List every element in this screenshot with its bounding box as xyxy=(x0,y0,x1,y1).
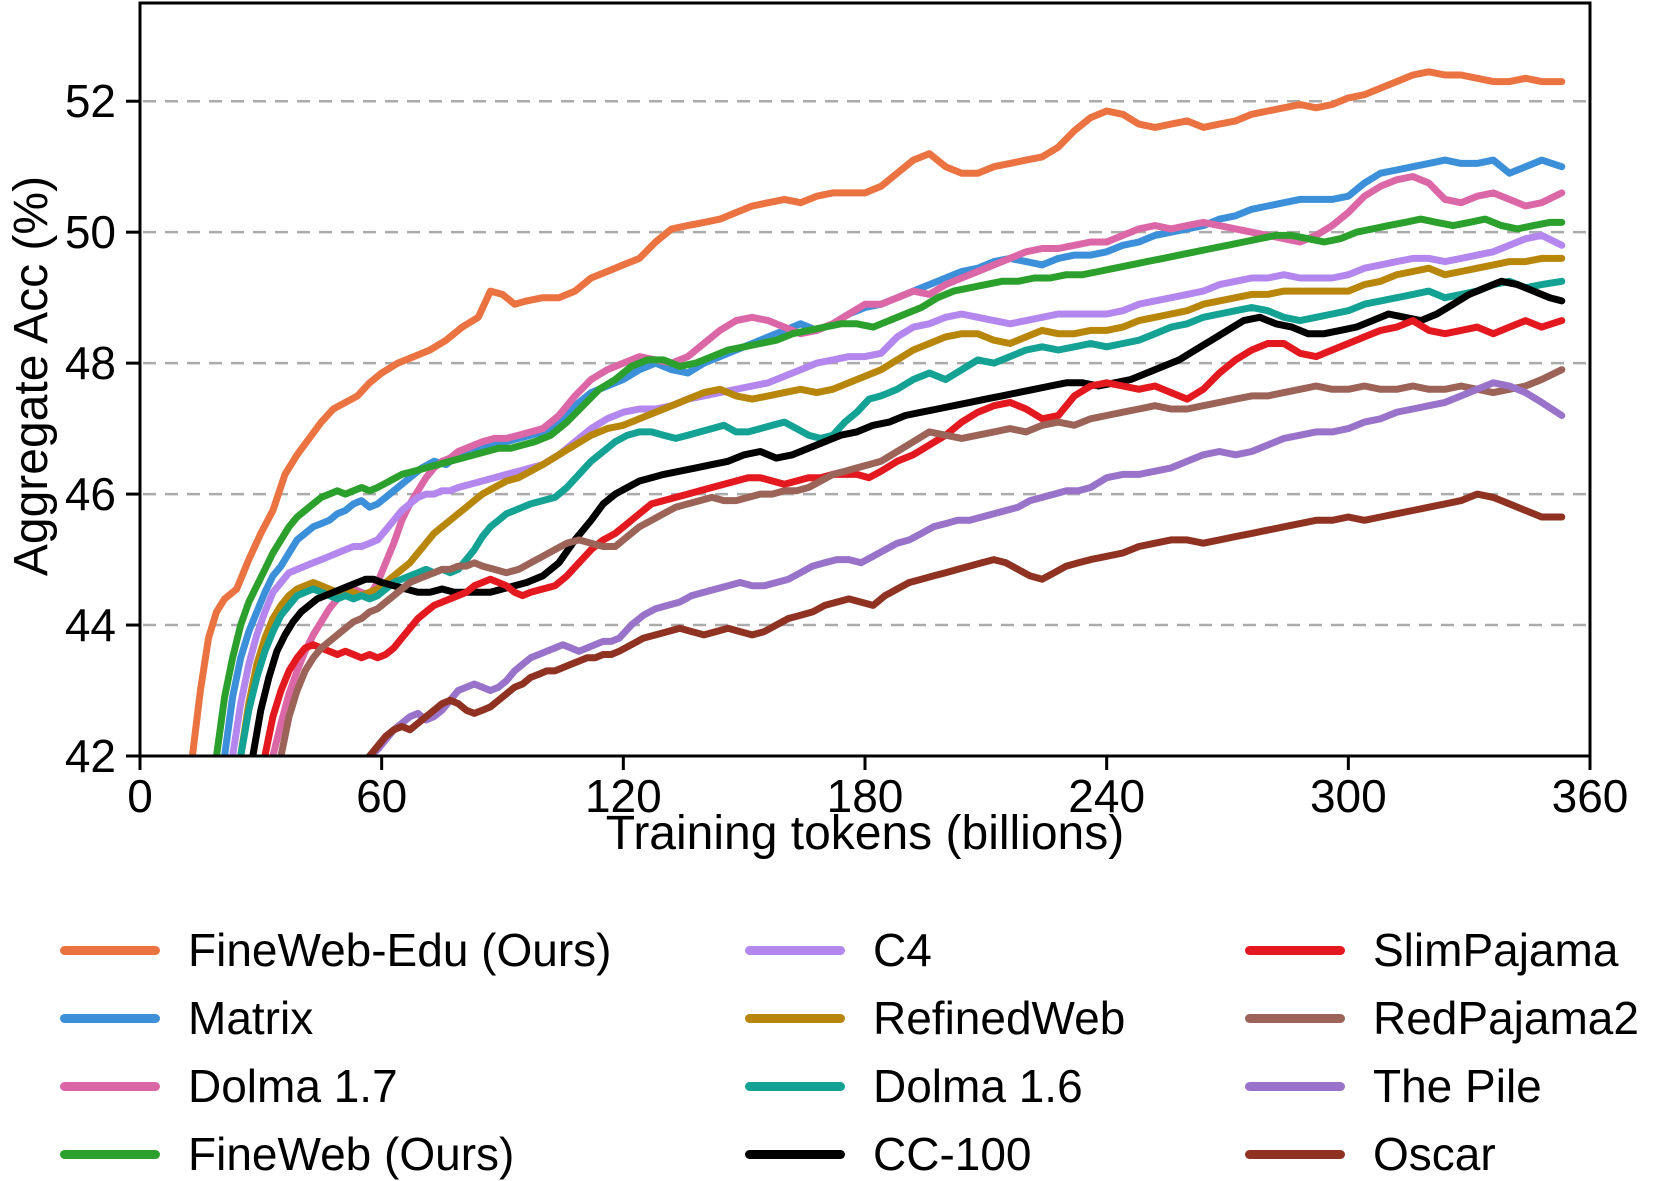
y-tick-label-44: 44 xyxy=(65,599,116,651)
series-line-the-pile xyxy=(366,379,1566,757)
legend-label-redpajama2: RedPajama2 xyxy=(1373,992,1639,1044)
series-line-fineweb-edu-ours xyxy=(188,68,1566,757)
y-tick-label-52: 52 xyxy=(65,75,116,127)
legend-item-cc-100: CC-100 xyxy=(745,1124,1032,1181)
legend-swatch-the-pile xyxy=(1245,1081,1345,1091)
legend-label-dolma-1-7: Dolma 1.7 xyxy=(188,1060,398,1112)
x-tick-label-0: 0 xyxy=(127,770,153,822)
legend-label-fineweb: FineWeb (Ours) xyxy=(188,1128,515,1180)
series-line-c4 xyxy=(229,231,1566,757)
legend-item-oscar: Oscar xyxy=(1245,1124,1496,1181)
legend-label-matrix: Matrix xyxy=(188,992,314,1044)
y-tick-label-46: 46 xyxy=(65,468,116,520)
legend-item-the-pile: The Pile xyxy=(1245,1056,1542,1116)
series-line-fineweb-ours xyxy=(213,215,1566,757)
legend-label-dolma-1-6: Dolma 1.6 xyxy=(873,1060,1083,1112)
legend-swatch-fineweb-edu xyxy=(60,945,160,955)
legend-label-oscar: Oscar xyxy=(1373,1128,1496,1180)
y-tick-label-42: 42 xyxy=(65,730,116,782)
legend-swatch-matrix xyxy=(60,1013,160,1023)
legend-swatch-cc-100 xyxy=(745,1149,845,1159)
legend-item-slimpajama: SlimPajama xyxy=(1245,920,1618,980)
legend-item-fineweb: FineWeb (Ours) xyxy=(60,1124,514,1181)
x-tick-label-120: 120 xyxy=(585,770,662,822)
legend-label-c4: C4 xyxy=(873,924,932,976)
series-line-slimpajama xyxy=(261,317,1566,757)
x-tick-label-300: 300 xyxy=(1310,770,1387,822)
legend-item-dolma-1-7: Dolma 1.7 xyxy=(60,1056,398,1116)
x-tick-label-360: 360 xyxy=(1552,770,1629,822)
series-group xyxy=(188,68,1566,757)
legend-swatch-slimpajama xyxy=(1245,945,1345,955)
series-line-redpajama2 xyxy=(277,366,1566,757)
legend-swatch-fineweb xyxy=(60,1149,160,1159)
series-line-dolma-1-7 xyxy=(269,173,1566,757)
x-tick-label-180: 180 xyxy=(827,770,904,822)
series-line-dolma-1-6 xyxy=(237,277,1566,757)
legend-item-refinedweb: RefinedWeb xyxy=(745,988,1125,1048)
legend-swatch-refinedweb xyxy=(745,1013,845,1023)
series-line-refinedweb xyxy=(237,254,1566,757)
y-axis-title: Aggregate Acc (%) xyxy=(5,175,58,577)
series-line-oscar xyxy=(366,490,1566,757)
legend-item-redpajama2: RedPajama2 xyxy=(1245,988,1639,1048)
legend-swatch-redpajama2 xyxy=(1245,1013,1345,1023)
legend-swatch-dolma-1-6 xyxy=(745,1081,845,1091)
legend-swatch-dolma-1-7 xyxy=(60,1081,160,1091)
legend-label-cc-100: CC-100 xyxy=(873,1128,1032,1180)
legend-swatch-c4 xyxy=(745,945,845,955)
legend-item-dolma-1-6: Dolma 1.6 xyxy=(745,1056,1083,1116)
x-tick-label-240: 240 xyxy=(1068,770,1145,822)
legend-item-matrix: Matrix xyxy=(60,988,313,1048)
legend-label-the-pile: The Pile xyxy=(1373,1060,1542,1112)
legend-label-refinedweb: RefinedWeb xyxy=(873,992,1126,1044)
y-tick-label-50: 50 xyxy=(65,206,116,258)
legend-item-fineweb-edu: FineWeb-Edu (Ours) xyxy=(60,920,612,980)
legend-label-slimpajama: SlimPajama xyxy=(1373,924,1619,976)
legend-item-c4: C4 xyxy=(745,920,932,980)
x-axis-title: Training tokens (billions) xyxy=(605,807,1125,860)
x-tick-label-60: 60 xyxy=(356,770,407,822)
y-tick-label-48: 48 xyxy=(65,337,116,389)
series-line-matrix xyxy=(221,156,1566,757)
series-line-cc-100 xyxy=(249,277,1566,757)
legend-label-fineweb-edu: FineWeb-Edu (Ours) xyxy=(188,924,612,976)
legend-swatch-oscar xyxy=(1245,1149,1345,1159)
